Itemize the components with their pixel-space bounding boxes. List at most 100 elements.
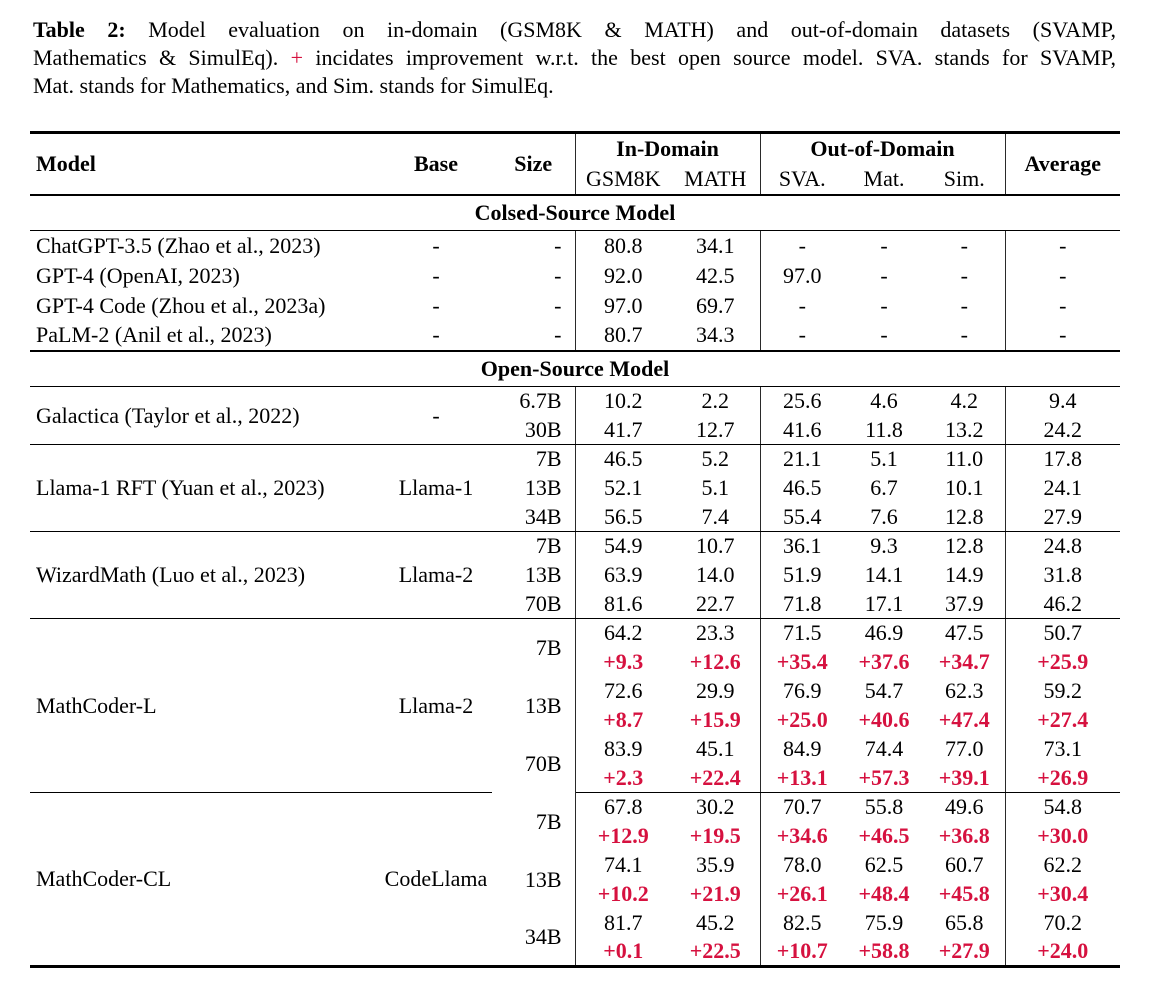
metric-value: 65.8 [924,908,1006,938]
metric-value: 5.2 [671,444,761,474]
metric-delta: +0.1 [575,937,671,967]
metric-value: 14.9 [924,560,1006,590]
metric-value: 29.9 [671,676,761,706]
metric-value: 63.9 [604,562,643,587]
size-label: 13B [492,473,576,503]
metric-value: - [760,320,844,351]
metric-value: 50.7 [1043,620,1083,646]
size-label: 34B [492,502,576,532]
table-row: 13B 72.6 29.9 76.9 54.7 62.3 59.2 [30,676,1120,735]
model-group: MathCoder-L Llama-2 7B 64.2 23.3 71.5 46.9 47.5… [30,618,1120,793]
metric-value: 21.1 [783,446,822,472]
metric-value: 24.8 [1043,533,1083,559]
metric-value: - [1005,320,1120,351]
table-caption: Table 2: Model evaluation on in-domain (… [33,16,1116,100]
metric-value: 9.4 [1049,388,1077,414]
metric-value: 5.1 [870,446,898,472]
table-row: 70B 81.6 22.7 71.8 17.1 37.9 46.2 [30,589,1120,619]
col-header-base: Base [414,150,458,176]
metric-delta: +25.9 [1037,649,1089,674]
table-row: 70B 83.9 45.1 84.9 74.4 77.0 73.1 [30,734,1120,793]
metric-value: - [880,292,888,318]
metric-value: 51.9 [783,562,822,587]
table-row: WizardMath (Luo et al., 2023) Llama-2 7B 54… [30,531,1120,619]
metric-delta: +30.0 [1037,823,1089,848]
metric-delta: +19.5 [671,821,761,851]
model-name: WizardMath (Luo et al., 2023) [30,531,380,619]
metric-value: 84.9 [783,736,822,761]
metric-value: 71.8 [760,589,844,619]
metric-value: 41.7 [575,415,671,445]
metric-value: 11.8 [844,415,924,445]
table-row: GPT-4 (OpenAI, 2023) - - 92.0 42.5 97.0 - - - [30,260,1120,291]
metric-value: 12.8 [924,502,1006,532]
metric-value: 71.5 [783,620,822,646]
metric-value: 47.5 [924,618,1006,648]
caption-table-label: Table 2: [33,17,126,42]
metric-value: 80.8 [604,232,643,258]
table-row-delta: +9.3 +12.6 +35.4 +37.6 +34.7 +25.9 [30,647,1120,677]
metric-value: 59.2 [1043,678,1083,703]
metric-value: 10.7 [671,531,761,561]
table-row-delta: +8.7 +15.9 +25.0 +40.6 +47.4 +27.4 [30,705,1120,735]
metric-value: 74.4 [864,736,904,761]
base-name: - [380,320,492,351]
metric-delta: +27.4 [1037,707,1089,732]
metric-value: 9.3 [870,533,898,559]
model-name: GPT-4 (OpenAI, 2023) [36,262,240,288]
metric-value: 14.1 [864,562,904,587]
caption-line-3: Mat. stands for Mathematics, and Sim. st… [33,73,554,98]
model-name: Llama-1 RFT (Yuan et al., 2023) [30,444,380,532]
table-header: Model Base Size In-Domain Out-of-Domain … [30,132,1120,195]
metric-delta: +9.3 [603,649,644,674]
size-label: 70B [492,589,576,619]
metric-delta: +27.9 [924,937,1006,967]
model-name: GPT-4 Code (Zhou et al., 2023a) [36,292,326,318]
size-label: - [492,260,576,291]
caption-text-2b: incidates improvement w.r.t. the best op… [315,45,1117,70]
metric-value: 62.5 [864,852,904,877]
metric-value: 97.0 [604,292,643,318]
base-name: Llama-1 [380,444,492,532]
metric-delta: +22.5 [671,937,761,967]
metric-delta: +58.8 [844,937,924,967]
metric-value: - [924,290,1006,321]
table-row: 13B 52.1 5.1 46.5 6.7 10.1 24.1 [30,473,1120,503]
section-row: Open-Source Model [30,349,1120,387]
metric-value: 24.2 [1005,415,1120,445]
metric-value: 37.9 [924,589,1006,619]
table-row-delta: +12.9 +19.5 +34.6 +46.5 +36.8 +30.0 [30,821,1120,851]
metric-delta: +57.3 [844,763,924,793]
metric-value: 13.2 [924,415,1006,445]
table-row: 34B 56.5 7.4 55.4 7.6 12.8 27.9 [30,502,1120,532]
model-name: ChatGPT-3.5 (Zhao et al., 2023) [36,232,321,258]
caption-line-1: Table 2: Model evaluation on in-domain (… [33,16,1116,44]
metric-value: 69.7 [671,290,761,321]
metric-value: 25.6 [783,388,822,414]
metric-delta: +21.9 [671,879,761,909]
metric-value: 62.3 [924,676,1006,706]
base-name: Llama-2 [380,531,492,619]
metric-value: 41.6 [760,415,844,445]
metric-value: 54.7 [864,678,904,703]
caption-line-2: Mathematics & SimulEq). + incidates impr… [33,44,1116,72]
metric-delta: +34.6 [776,823,828,848]
metric-delta: +34.7 [924,647,1006,677]
size-label: 7B [492,444,576,474]
metric-delta: +40.6 [858,707,910,732]
size-label: 13B [492,560,576,590]
section-row: Colsed-Source Model [30,193,1120,231]
section-title: Colsed-Source Model [30,193,1120,231]
metric-value: 70.2 [1043,910,1083,935]
metric-value: - [1059,292,1067,318]
metric-value: 81.6 [575,589,671,619]
metric-value: 11.0 [924,444,1006,474]
metric-value: 82.5 [783,910,822,935]
metric-value: 83.9 [604,736,643,761]
metric-value: 4.2 [924,386,1006,416]
size-label: 70B [492,734,576,793]
metric-value: 60.7 [924,850,1006,880]
metric-value: 54.9 [604,533,643,559]
metric-delta: +15.9 [671,705,761,735]
metric-value: 72.6 [604,678,643,703]
